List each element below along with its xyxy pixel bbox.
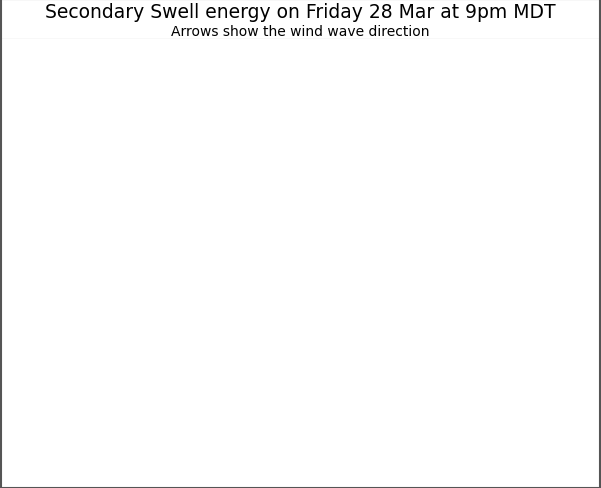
Text: cartopy not available: cartopy not available	[227, 257, 374, 271]
Text: Arrows show the wind wave direction: Arrows show the wind wave direction	[171, 25, 430, 39]
Text: Secondary Swell energy on Friday 28 Mar at 9pm MDT: Secondary Swell energy on Friday 28 Mar …	[45, 2, 556, 21]
